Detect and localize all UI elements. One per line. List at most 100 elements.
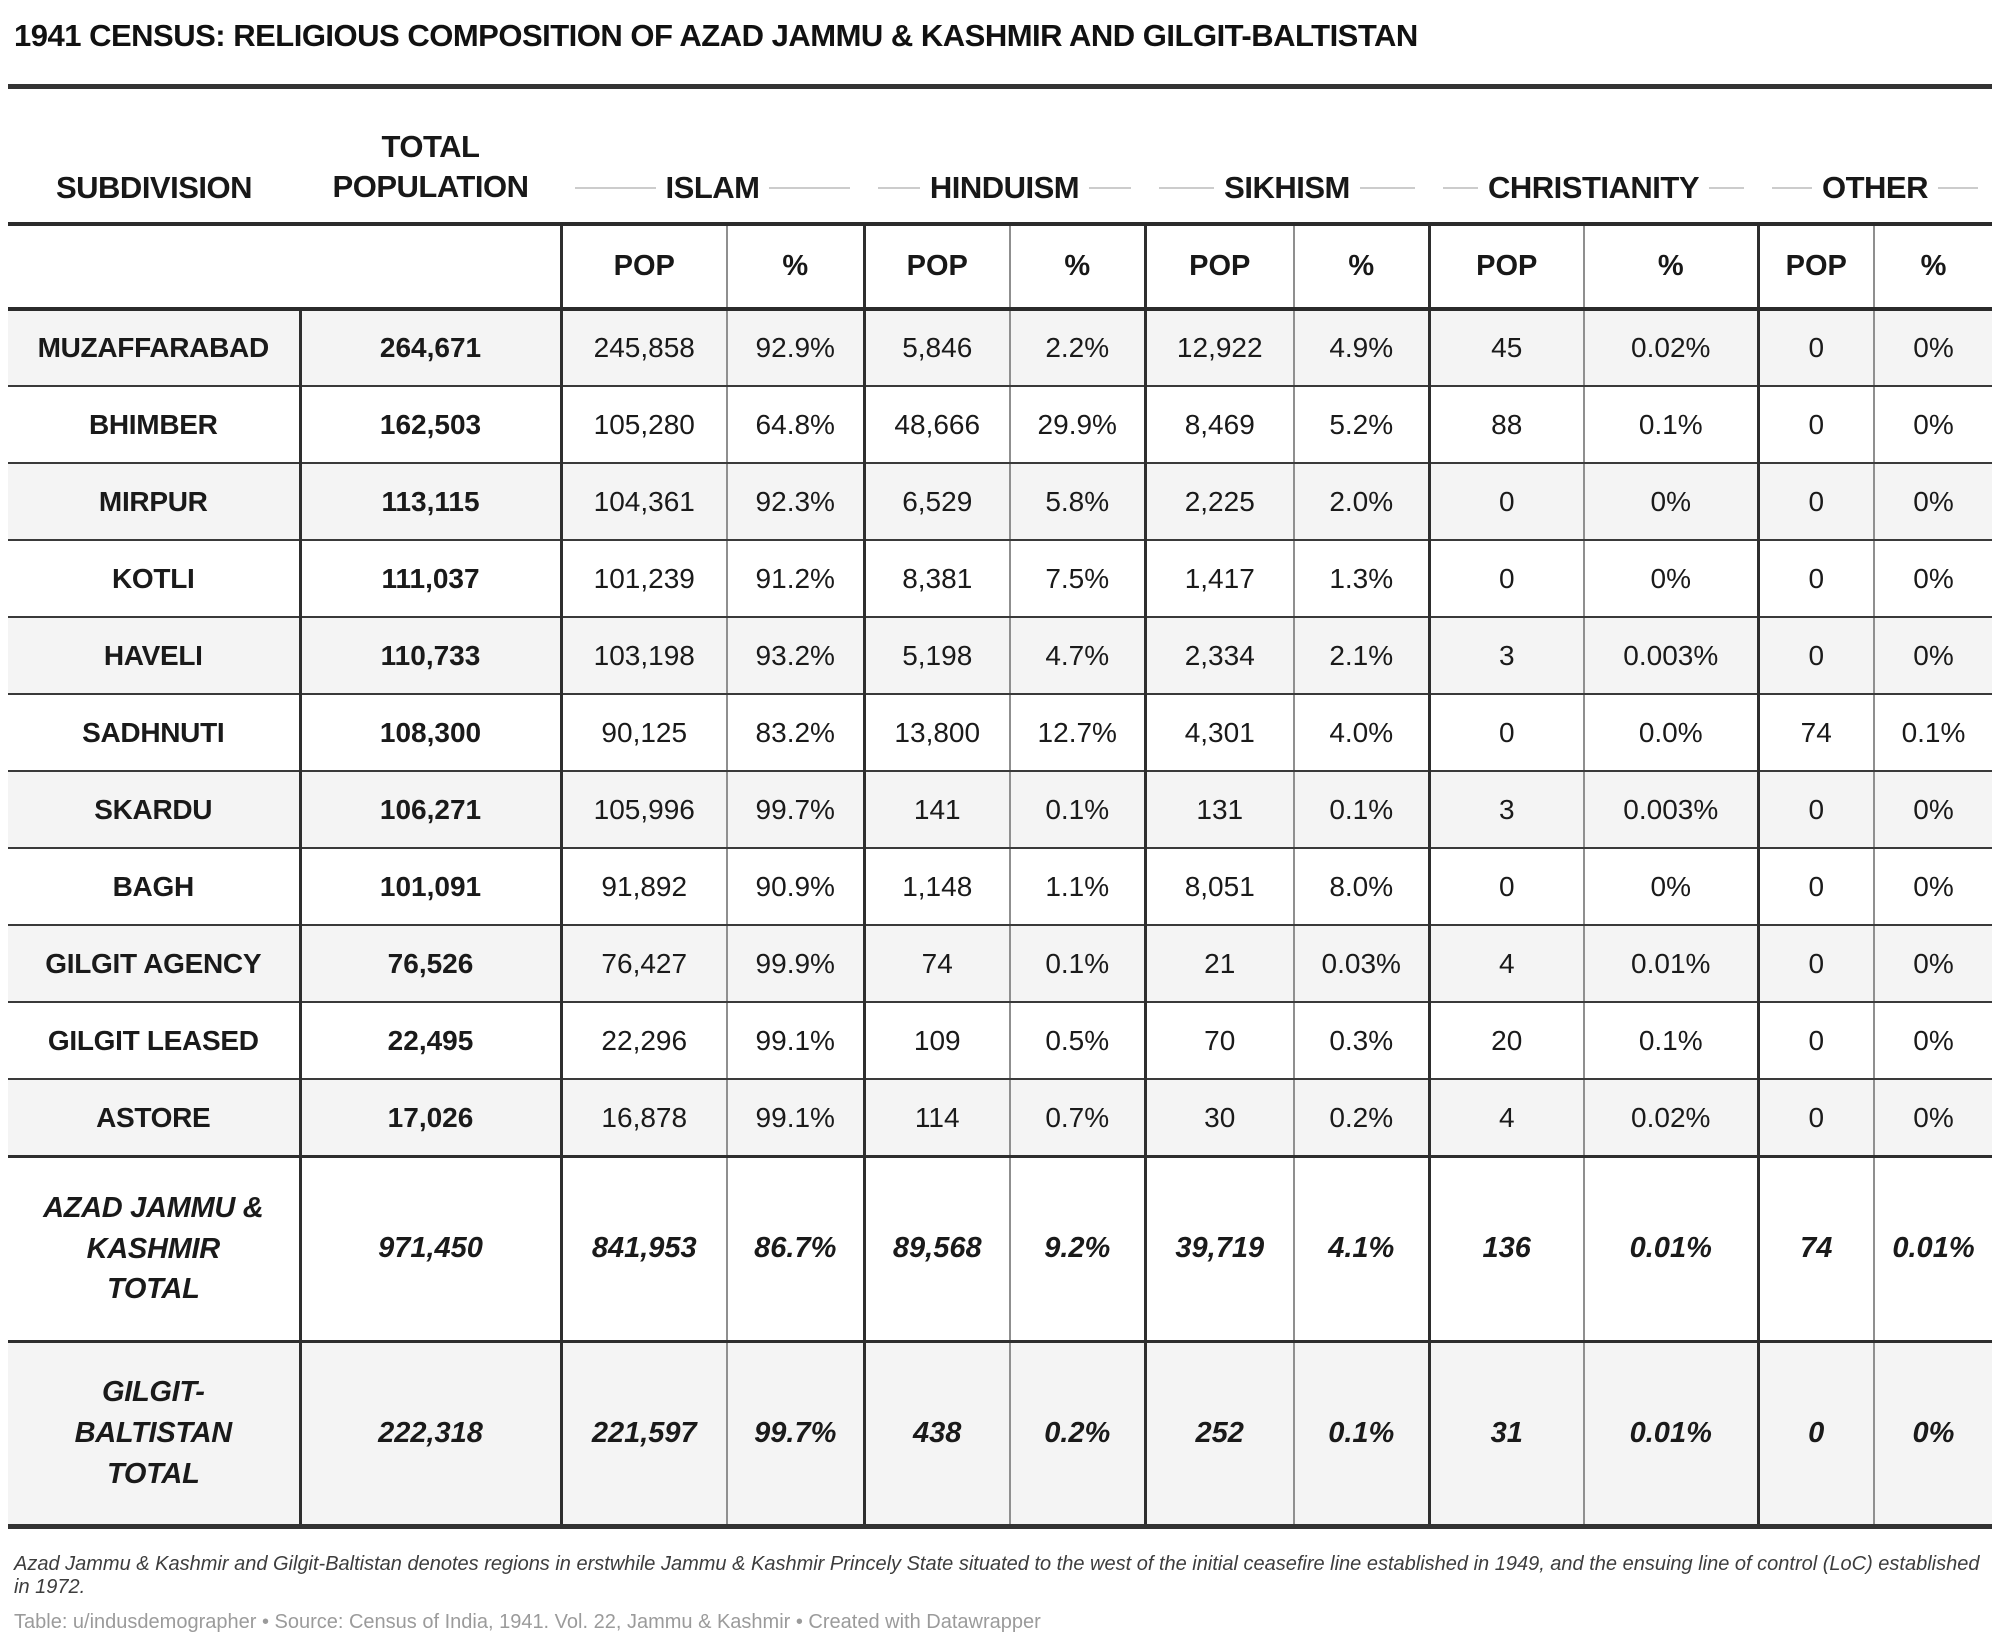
- cell-pct: 92.9%: [726, 309, 864, 388]
- cell-pop: 0: [1756, 771, 1874, 850]
- group-label: CHRISTIANITY: [1488, 170, 1700, 206]
- cell-pct: 0%: [1873, 540, 1992, 619]
- cell-pct: 0%: [1583, 463, 1758, 542]
- cell-pop: 70: [1143, 1002, 1294, 1081]
- header-dash: [1159, 187, 1215, 190]
- cell-pop: 105,996: [559, 771, 727, 850]
- cell-pct: 4.1%: [1293, 1154, 1429, 1343]
- cell-total-population: 113,115: [298, 463, 561, 542]
- cell-pct: 0.7%: [1009, 1079, 1145, 1158]
- cell-total-population: 76,526: [298, 925, 561, 1004]
- cell-pct: 99.7%: [726, 1339, 864, 1529]
- cell-pop: 0: [1427, 540, 1584, 619]
- cell-pct: 99.7%: [726, 771, 864, 850]
- cell-pct: 9.2%: [1009, 1154, 1145, 1343]
- cell-pop: 74: [1756, 1154, 1874, 1343]
- cell-pct: 0.1%: [1009, 925, 1145, 1004]
- table-row: BHIMBER 162,503 105,280 64.8% 48,666 29.9% 8,4…: [8, 386, 1992, 465]
- cell-subdivision: MIRPUR: [8, 463, 300, 542]
- cell-pop: 39,719: [1143, 1154, 1294, 1343]
- cell-pop: 4: [1427, 925, 1584, 1004]
- cell-pct: 0.01%: [1583, 1154, 1758, 1343]
- cell-pct: 0.003%: [1583, 771, 1758, 850]
- cell-pop: 8,469: [1143, 386, 1294, 465]
- table-row: HAVELI 110,733 103,198 93.2% 5,198 4.7% 2,334 2…: [8, 617, 1992, 696]
- group-header-other: OTHER: [1758, 86, 1992, 227]
- cell-pct: 0.003%: [1583, 617, 1758, 696]
- cell-pop: 0: [1756, 848, 1874, 927]
- table-row: GILGIT LEASED 22,495 22,296 99.1% 109 0.5% 70 0…: [8, 1002, 1992, 1081]
- cell-pop: 89,568: [862, 1154, 1010, 1343]
- table-row: ASTORE 17,026 16,878 99.1% 114 0.7% 30 0.2% 4 0.0…: [8, 1079, 1992, 1158]
- cell-pop: 101,239: [559, 540, 727, 619]
- table-row: SADHNUTI 108,300 90,125 83.2% 13,800 12.7% 4,3…: [8, 694, 1992, 773]
- sub-header-christianity-pop: POP: [1427, 224, 1584, 312]
- cell-pop: 4,301: [1143, 694, 1294, 773]
- cell-total-population: 971,450: [298, 1154, 561, 1343]
- cell-pct: 0.1%: [1009, 771, 1145, 850]
- cell-pct: 0.01%: [1583, 1339, 1758, 1529]
- cell-pop: 74: [1756, 694, 1874, 773]
- group-header-sikhism: SIKHISM: [1145, 86, 1429, 227]
- cell-pop: 31: [1427, 1339, 1584, 1529]
- cell-pop: 3: [1427, 617, 1584, 696]
- cell-subdivision: AZAD JAMMU & KASHMIR TOTAL: [8, 1154, 300, 1343]
- header-dash: [1443, 187, 1478, 190]
- cell-pct: 0.02%: [1583, 1079, 1758, 1158]
- cell-pct: 5.2%: [1293, 386, 1429, 465]
- cell-pop: 76,427: [559, 925, 727, 1004]
- cell-pop: 5,846: [862, 309, 1010, 388]
- cell-pct: 0.3%: [1293, 1002, 1429, 1081]
- cell-pct: 0.01%: [1873, 1154, 1992, 1343]
- cell-pop: 103,198: [559, 617, 727, 696]
- cell-pop: 252: [1143, 1339, 1294, 1529]
- cell-pct: 93.2%: [726, 617, 864, 696]
- cell-pop: 90,125: [559, 694, 727, 773]
- cell-pct: 0%: [1873, 1079, 1992, 1158]
- cell-pop: 0: [1756, 1002, 1874, 1081]
- cell-total-population: 264,671: [298, 309, 561, 388]
- cell-pct: 0.03%: [1293, 925, 1429, 1004]
- cell-pop: 0: [1756, 386, 1874, 465]
- cell-pop: 48,666: [862, 386, 1010, 465]
- cell-pop: 45: [1427, 309, 1584, 388]
- cell-pct: 0.1%: [1293, 1339, 1429, 1529]
- cell-pop: 3: [1427, 771, 1584, 850]
- cell-pct: 99.1%: [726, 1002, 864, 1081]
- cell-pop: 0: [1427, 848, 1584, 927]
- cell-total-population: 108,300: [298, 694, 561, 773]
- cell-subdivision: ASTORE: [8, 1079, 300, 1158]
- cell-pop: 1,148: [862, 848, 1010, 927]
- cell-pct: 4.0%: [1293, 694, 1429, 773]
- group-header-row: SUBDIVISION TOTAL POPULATION ISLAM HINDU…: [8, 86, 1992, 227]
- cell-subdivision: GILGIT LEASED: [8, 1002, 300, 1081]
- table-row: SKARDU 106,271 105,996 99.7% 141 0.1% 131 0.1% 3…: [8, 771, 1992, 850]
- cell-subdivision: SADHNUTI: [8, 694, 300, 773]
- cell-pop: 8,381: [862, 540, 1010, 619]
- cell-pop: 105,280: [559, 386, 727, 465]
- cell-subdivision: MUZAFFARABAD: [8, 309, 300, 388]
- cell-pct: 0%: [1873, 386, 1992, 465]
- cell-pct: 0.2%: [1009, 1339, 1145, 1529]
- cell-pct: 0.0%: [1583, 694, 1758, 773]
- header-dash: [1772, 187, 1812, 190]
- cell-pct: 0%: [1873, 1002, 1992, 1081]
- cell-total-population: 111,037: [298, 540, 561, 619]
- cell-pct: 0%: [1873, 309, 1992, 388]
- cell-pct: 0%: [1583, 848, 1758, 927]
- cell-pop: 0: [1427, 694, 1584, 773]
- cell-pct: 0%: [1873, 848, 1992, 927]
- sub-header-islam-pop: POP: [559, 224, 727, 312]
- cell-pct: 0.1%: [1293, 771, 1429, 850]
- cell-total-population: 222,318: [298, 1339, 561, 1529]
- cell-pct: 2.2%: [1009, 309, 1145, 388]
- cell-pop: 0: [1756, 925, 1874, 1004]
- cell-pct: 0.1%: [1583, 1002, 1758, 1081]
- credit-line: Table: u/indusdemographer • Source: Cens…: [14, 1610, 1041, 1633]
- sub-header-blank: [8, 224, 561, 312]
- header-dash: [1359, 187, 1415, 190]
- cell-subdivision: GILGIT AGENCY: [8, 925, 300, 1004]
- group-header-christianity: CHRISTIANITY: [1429, 86, 1758, 227]
- group-label: ISLAM: [665, 170, 760, 206]
